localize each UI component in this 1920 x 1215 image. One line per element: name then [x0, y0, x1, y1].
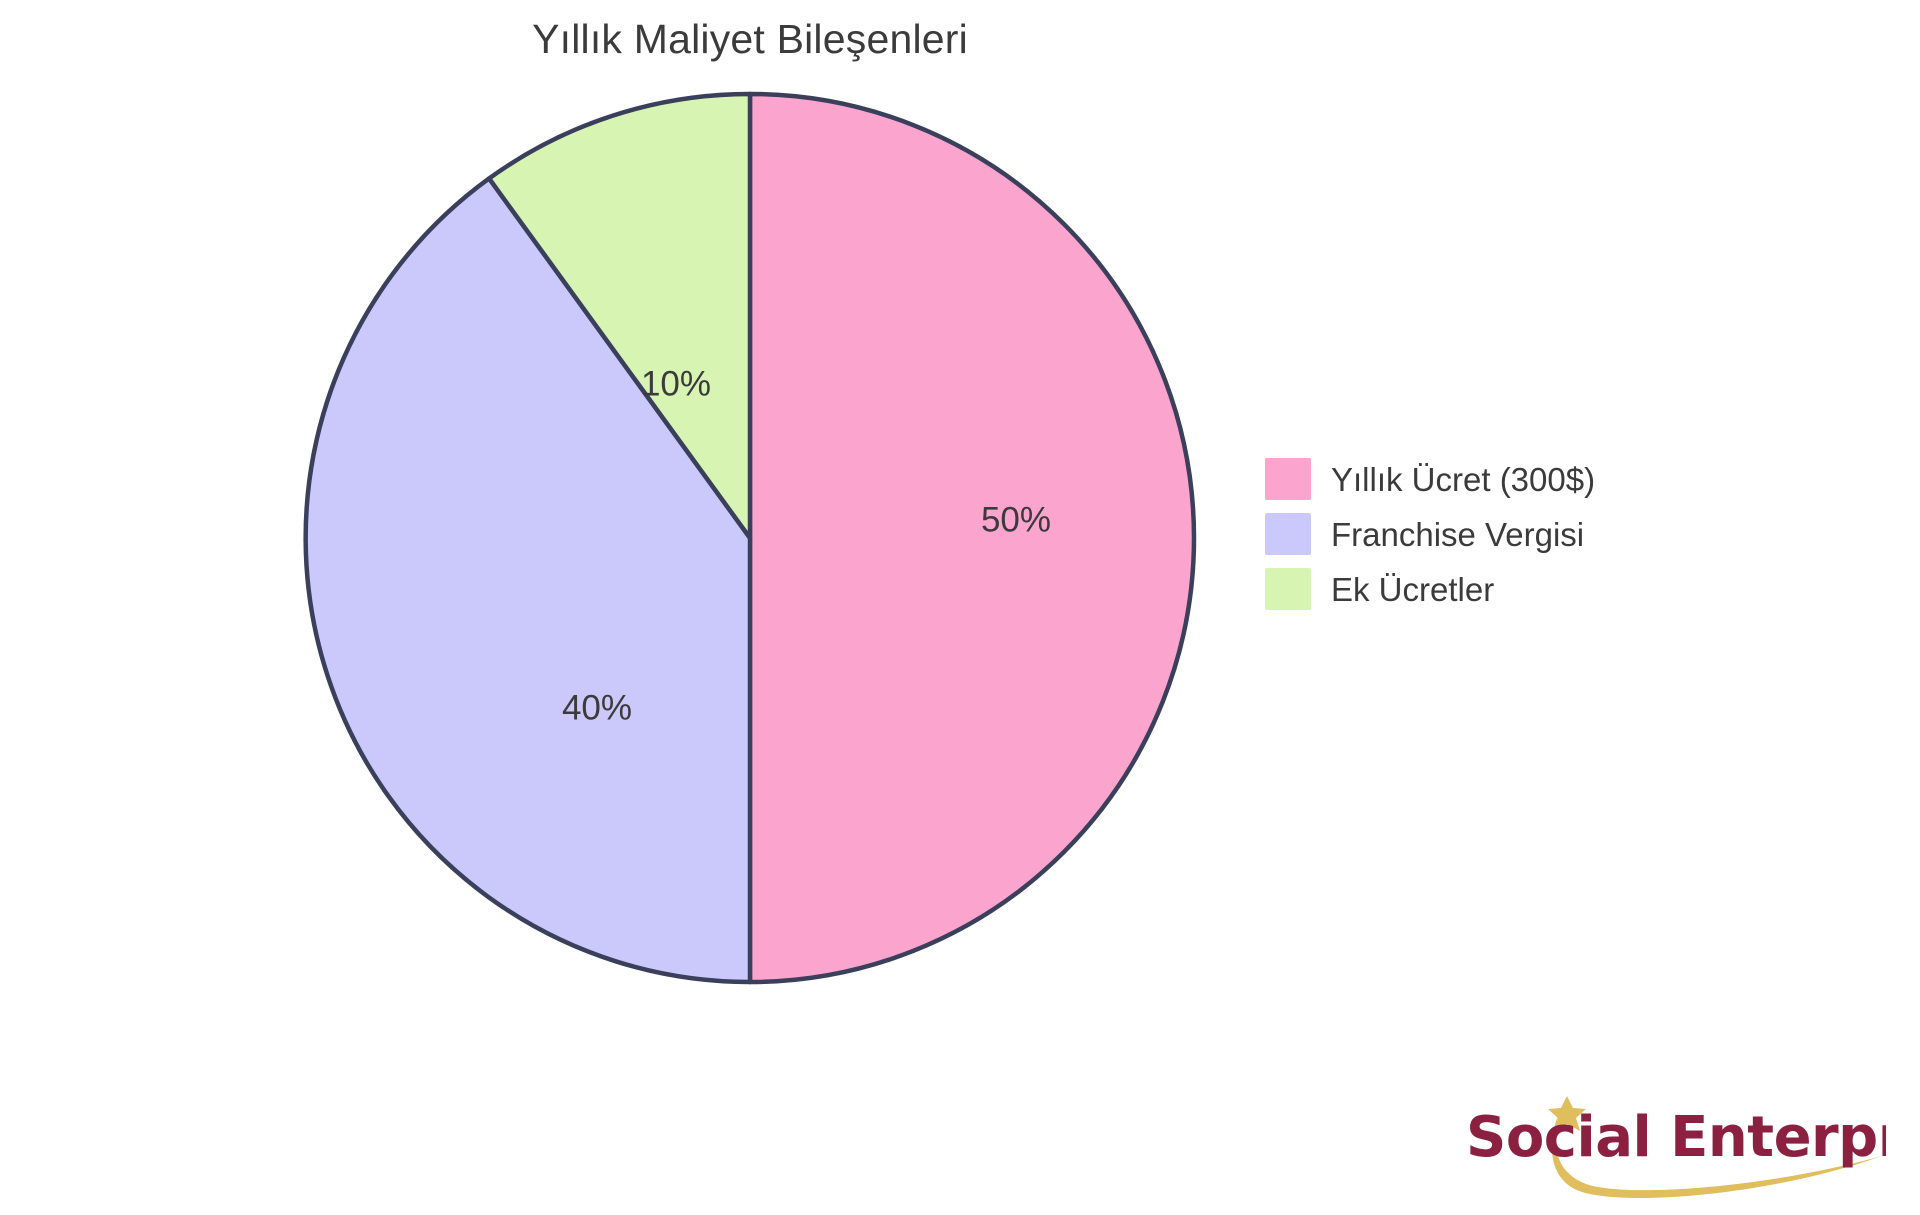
star-icon [1548, 1096, 1586, 1131]
swoosh-icon [1551, 1116, 1882, 1198]
page-title: Yıllık Maliyet Bileşenleri [532, 16, 968, 62]
pie-label-franchise-vergisi: 40% [562, 688, 632, 727]
legend-swatch-ek-ucretler [1265, 568, 1311, 610]
legend-item-ek-ucretler[interactable]: Ek Ücretler [1265, 568, 1595, 610]
pie-slice-franchise-vergisi[interactable] [303, 176, 753, 985]
pie-label-yillik-ucret: 50% [981, 500, 1051, 539]
legend-label-franchise-vergisi: Franchise Vergisi [1331, 515, 1585, 553]
legend-swatch-yillik-ucret [1265, 458, 1311, 500]
legend-label-ek-ucretler: Ek Ücretler [1331, 570, 1495, 608]
legend-item-franchise-vergisi[interactable]: Franchise Vergisi [1265, 513, 1595, 555]
legend: Yıllık Ücret (300$) Franchise Vergisi Ek… [1265, 458, 1595, 610]
legend-swatch-franchise-vergisi [1265, 513, 1311, 555]
pie-label-ek-ucretler: 10% [641, 364, 711, 403]
pie-slice-yillik-ucret[interactable] [747, 91, 1197, 985]
pie-chart: 50% 40% 10% [300, 88, 1200, 988]
pie-slice-ek-ucretler[interactable] [486, 91, 753, 541]
logo-wordmark: Social Enterprises [1466, 1105, 1886, 1170]
brand-logo: Social Enterprises [1466, 1096, 1886, 1204]
legend-label-yillik-ucret: Yıllık Ücret (300$) [1331, 460, 1596, 498]
legend-item-yillik-ucret[interactable]: Yıllık Ücret (300$) [1265, 458, 1595, 500]
